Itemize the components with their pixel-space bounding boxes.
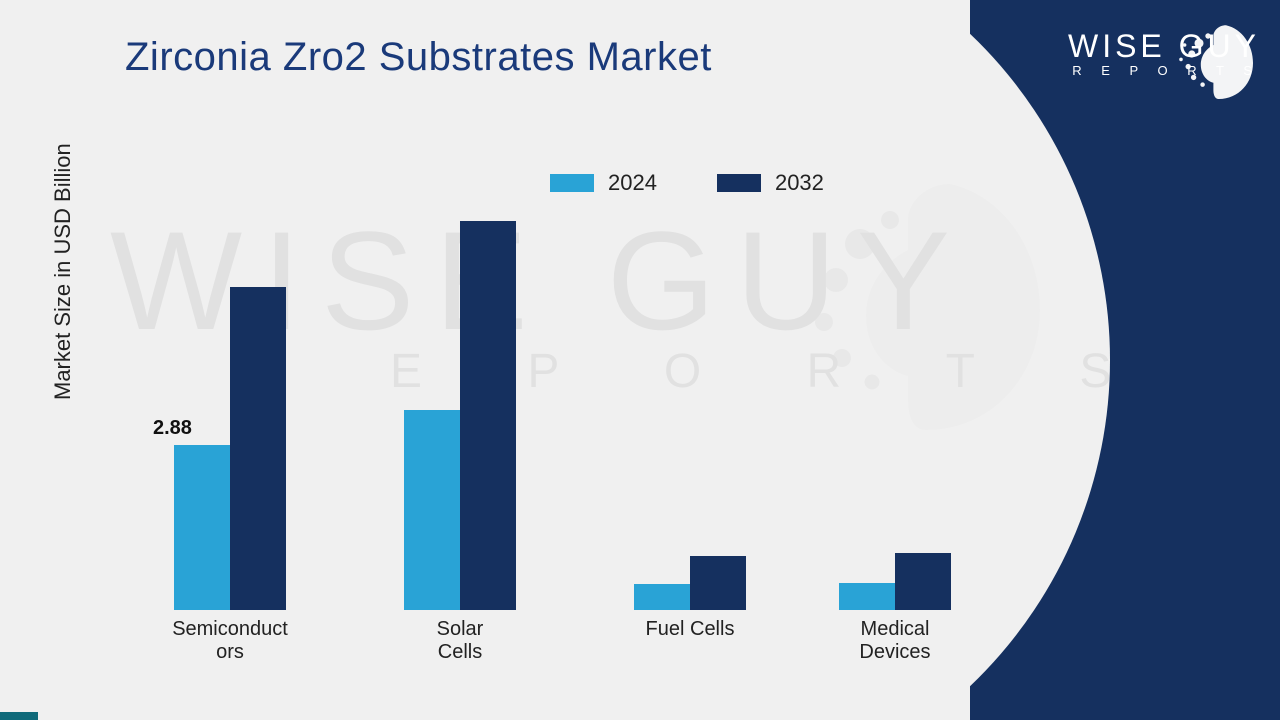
bar-group bbox=[375, 221, 545, 610]
bar-group bbox=[145, 287, 315, 610]
chart-title: Zirconia Zro2 Substrates Market bbox=[125, 35, 712, 80]
stage: WISE GUY R E P O R T S Zirconia Zro2 Sub… bbox=[0, 0, 1280, 720]
bar bbox=[634, 584, 690, 610]
legend-label-2024: 2024 bbox=[608, 170, 657, 196]
legend-item-2024: 2024 bbox=[550, 170, 657, 196]
bar bbox=[174, 445, 230, 610]
bar bbox=[690, 556, 746, 610]
y-axis-label: Market Size in USD Billion bbox=[50, 143, 76, 400]
bar bbox=[460, 221, 516, 610]
bar-chart: SemiconductorsSolarCellsFuel CellsMedica… bbox=[120, 210, 960, 610]
x-axis-label: Semiconductors bbox=[145, 618, 315, 664]
legend-label-2032: 2032 bbox=[775, 170, 824, 196]
bar-group bbox=[605, 556, 775, 610]
x-axis-label: SolarCells bbox=[375, 618, 545, 664]
bar bbox=[404, 410, 460, 610]
legend: 2024 2032 bbox=[550, 170, 824, 196]
bar bbox=[230, 287, 286, 610]
legend-swatch-2032 bbox=[717, 174, 761, 192]
brand-main: WISE GUY bbox=[1068, 28, 1260, 65]
bar bbox=[839, 583, 895, 610]
bottom-accent-bar bbox=[0, 712, 38, 720]
brand-logo: WISE GUY R E P O R T S bbox=[1068, 28, 1260, 78]
legend-item-2032: 2032 bbox=[717, 170, 824, 196]
x-axis-label: MedicalDevices bbox=[810, 618, 980, 664]
bar-group bbox=[810, 553, 980, 610]
brand-sub: R E P O R T S bbox=[1068, 63, 1260, 78]
x-axis-label: Fuel Cells bbox=[605, 618, 775, 641]
value-label: 2.88 bbox=[153, 417, 192, 440]
bar bbox=[895, 553, 951, 610]
legend-swatch-2024 bbox=[550, 174, 594, 192]
